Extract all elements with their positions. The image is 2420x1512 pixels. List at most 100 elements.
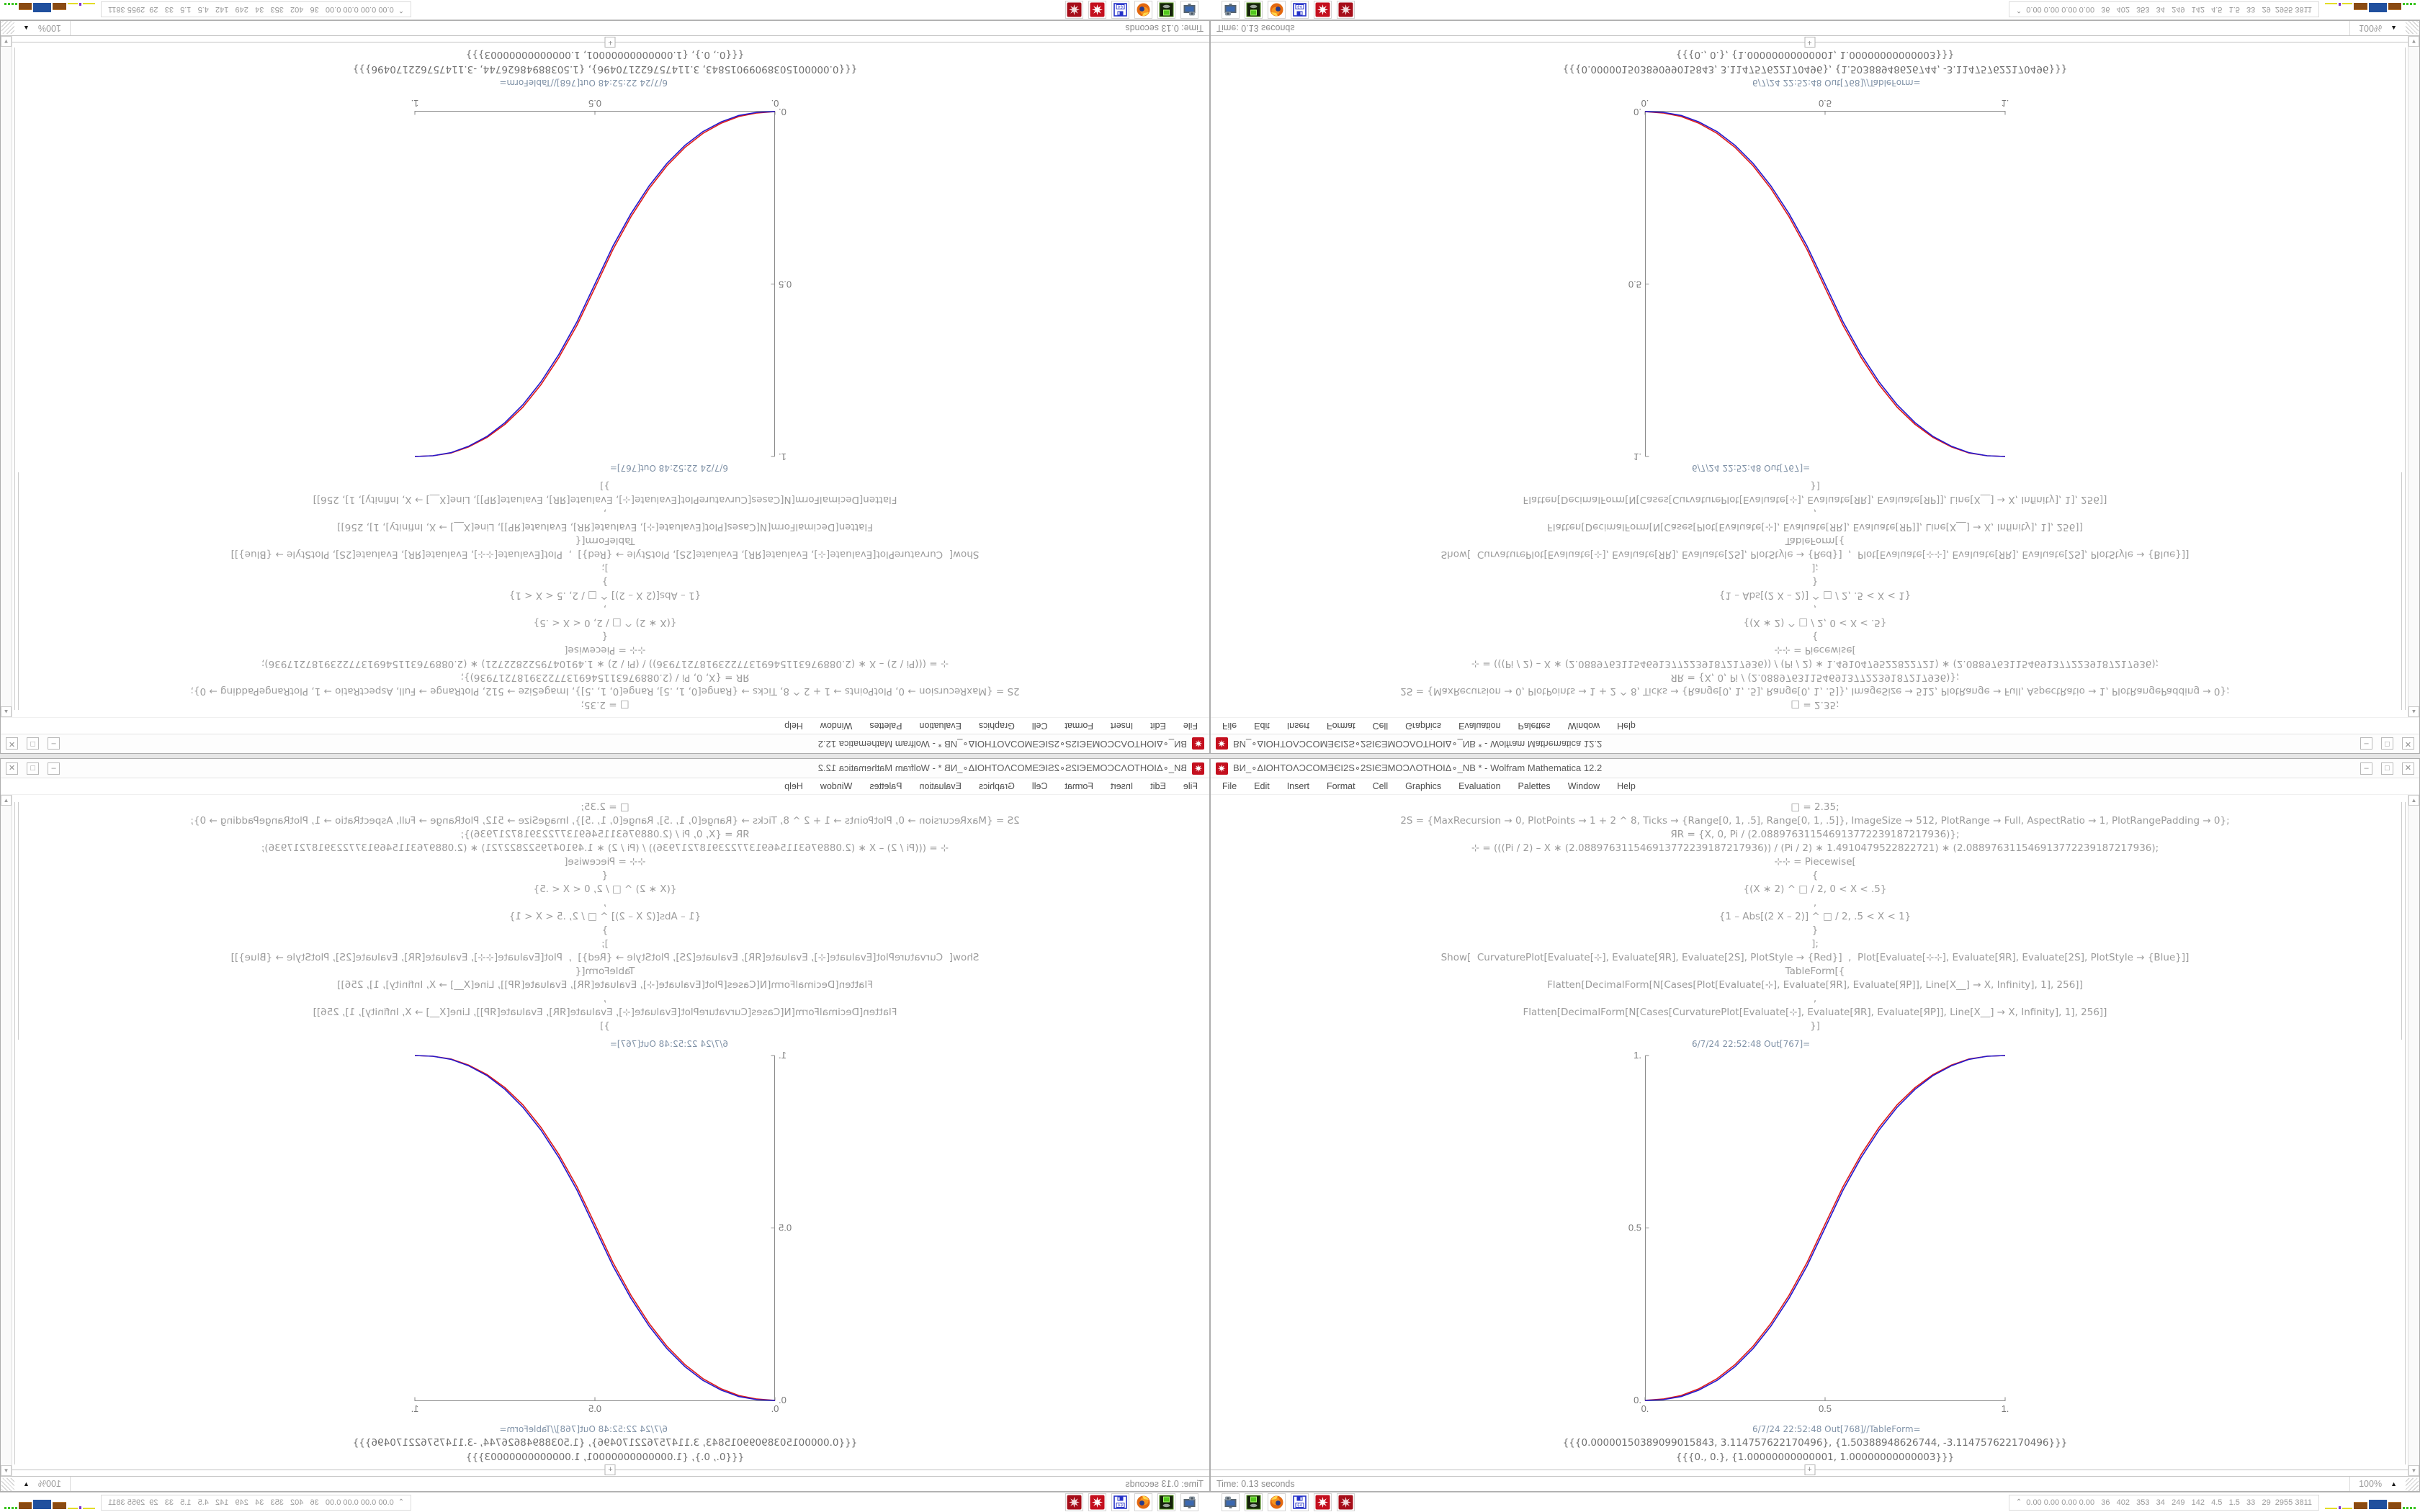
menu-item-edit[interactable]: Edit [1150,721,1166,731]
drive-icon[interactable] [1245,1,1263,19]
notebook-content[interactable]: □ = 2.35; 2S = {MaxRecursion → 0, PlotPoi… [1,36,1209,717]
menu-item-help[interactable]: Help [1617,781,1636,791]
code-line[interactable]: ЯR = {X, 0, Pi / (2.08897631154691377223… [460,672,750,683]
close-button[interactable]: ✕ [2402,737,2414,750]
menu-item-evaluation[interactable]: Evaluation [1458,721,1501,731]
mathematica-icon-2[interactable] [1337,1493,1355,1511]
menu-item-format[interactable]: Format [1065,781,1094,791]
minimize-button[interactable]: – [48,762,60,775]
code-line[interactable]: Show[ CurvaturePlot[Evaluate[⊹], Evaluat… [1440,952,2190,963]
menu-item-graphics[interactable]: Graphics [978,781,1015,791]
code-line[interactable]: { [601,631,609,642]
magnification-triangle-icon[interactable]: ▲ [23,1480,30,1488]
code-line[interactable]: , [1813,993,1817,1004]
code-line[interactable]: □ = 2.35; [581,801,629,813]
code-line[interactable]: □ = 2.35; [1791,801,1839,813]
maximize-button[interactable]: □ [27,737,39,750]
menu-item-window[interactable]: Window [820,781,853,791]
input-cell-code[interactable]: □ = 2.35; 2S = {MaxRecursion → 0, PlotPoi… [1,479,1209,717]
code-line[interactable]: □ = 2.35; [581,699,629,711]
menu-item-cell[interactable]: Cell [1031,781,1048,791]
magnification-triangle-icon[interactable]: ▲ [2390,24,2397,32]
code-line[interactable]: { [1811,870,1819,881]
code-line[interactable]: ]; [601,562,609,574]
menu-item-palettes[interactable]: Palettes [869,721,902,731]
close-button[interactable]: ✕ [2402,762,2414,775]
code-line[interactable]: } [601,924,609,936]
vertical-scrollbar[interactable]: ▲ ▼ [2408,36,2419,717]
magnification-triangle-icon[interactable]: ▲ [23,24,30,32]
cell-bracket-outer[interactable] [2405,802,2406,1464]
zoom-level[interactable]: 100% [2359,1479,2383,1489]
scroll-up-icon[interactable]: ▲ [1,706,12,717]
cell-bracket-inner[interactable] [2401,472,2402,710]
code-line[interactable]: Flatten[DecimalForm[N[Cases[CurvaturePlo… [313,494,897,505]
mathematica-icon[interactable] [1314,1493,1332,1511]
menu-item-file[interactable]: File [1183,781,1198,791]
scroll-down-icon[interactable]: ▼ [2408,36,2419,47]
minimize-button[interactable]: – [48,737,60,750]
code-line[interactable]: }] [600,480,610,492]
code-line[interactable]: Flatten[DecimalForm[N[Cases[CurvaturePlo… [1523,1007,2107,1018]
code-line[interactable]: ⊹ = (((Pi / 2) – X ∗ (2.0889763115469137… [1471,842,2159,854]
insert-cell-plus-icon[interactable]: + [1804,37,1815,48]
code-line[interactable]: } [1811,576,1819,588]
code-line[interactable]: } [1811,924,1819,936]
maximize-button[interactable]: □ [2381,737,2393,750]
menu-item-edit[interactable]: Edit [1254,781,1270,791]
code-line[interactable]: Flatten[DecimalForm[N[Cases[Plot[Evaluat… [1547,979,2083,991]
menu-item-insert[interactable]: Insert [1111,721,1134,731]
code-line[interactable]: ЯR = {X, 0, Pi / (2.08897631154691377223… [1670,829,1960,840]
code-line[interactable]: 2S = {MaxRecursion → 0, PlotPoints → 1 +… [1400,685,2230,697]
maximize-button[interactable]: □ [27,762,39,775]
notebook-content[interactable]: □ = 2.35; 2S = {MaxRecursion → 0, PlotPoi… [1,795,1209,1476]
menu-item-help[interactable]: Help [784,721,803,731]
menu-item-cell[interactable]: Cell [1372,721,1389,731]
minimize-button[interactable]: – [2360,762,2372,775]
scroll-down-icon[interactable]: ▼ [1,1465,12,1476]
menu-item-file[interactable]: File [1183,721,1198,731]
scroll-down-icon[interactable]: ▼ [2408,1465,2419,1476]
menu-item-edit[interactable]: Edit [1254,721,1270,731]
insert-cell-plus-icon[interactable]: + [605,1464,616,1475]
menu-item-format[interactable]: Format [1326,721,1355,731]
floppy-64-icon[interactable]: 64 [1291,1,1309,19]
code-line[interactable]: Flatten[DecimalForm[N[Cases[CurvaturePlo… [1523,494,2107,505]
code-line[interactable]: }] [1810,1020,1820,1032]
menu-item-format[interactable]: Format [1326,781,1355,791]
insert-cell-plus-icon[interactable]: + [605,37,616,48]
code-line[interactable]: {1 – Abs[(2 X – 2)] ^ □ / 2, .5 < X < 1} [508,590,702,601]
code-line[interactable]: { [601,870,609,881]
display-icon[interactable] [1180,1493,1198,1511]
input-cell-code[interactable]: □ = 2.35; 2S = {MaxRecursion → 0, PlotPoi… [1211,479,2419,717]
menu-item-evaluation[interactable]: Evaluation [1458,781,1501,791]
window-titlebar[interactable]: ВИ_∘ΔIOHTOΛƆCOMƎЄI2S∘2SIЄƎMOƆΛOTHOIΔ∘_NB… [1,759,1209,778]
code-line[interactable]: ⊹ = (((Pi / 2) – X ∗ (2.0889763115469137… [261,842,949,854]
code-line[interactable]: } [601,576,609,588]
code-line[interactable]: Flatten[DecimalForm[N[Cases[Plot[Evaluat… [337,979,873,991]
cell-bracket-outer[interactable] [14,48,15,710]
magnification-triangle-icon[interactable]: ▲ [2390,1480,2397,1488]
code-line[interactable]: □ = 2.35; [1791,699,1839,711]
input-cell-code[interactable]: □ = 2.35; 2S = {MaxRecursion → 0, PlotPoi… [1,795,1209,1033]
menu-item-cell[interactable]: Cell [1031,721,1048,731]
code-line[interactable]: TableForm[{ [575,535,635,546]
maximize-button[interactable]: □ [2381,762,2393,775]
notebook-content[interactable]: □ = 2.35; 2S = {MaxRecursion → 0, PlotPoi… [1211,36,2419,717]
code-line[interactable]: }] [600,1020,610,1032]
menu-item-palettes[interactable]: Palettes [1518,781,1551,791]
mathematica-icon[interactable] [1088,1493,1106,1511]
cell-bracket-outer[interactable] [2405,48,2406,710]
code-line[interactable]: 2S = {MaxRecursion → 0, PlotPoints → 1 +… [190,685,1020,697]
window-titlebar[interactable]: ВИ_∘ΔIOHTOΛƆCOMƎЄI2S∘2SIЄƎMOƆΛOTHOIΔ∘_NB… [1211,734,2419,753]
code-line[interactable]: Show[ CurvaturePlot[Evaluate[⊹], Evaluat… [230,549,980,560]
menu-item-file[interactable]: File [1222,781,1237,791]
scroll-up-icon[interactable]: ▲ [2408,795,2419,806]
code-line[interactable]: Flatten[DecimalForm[N[Cases[CurvaturePlo… [313,1007,897,1018]
floppy-64-icon[interactable]: 64 [1111,1493,1129,1511]
display-icon[interactable] [1180,1,1198,19]
scroll-up-icon[interactable]: ▲ [1,795,12,806]
resize-grip[interactable] [1,1477,14,1491]
taskbar-top-mirrored[interactable]: 64 ⌃ 0.00 0.00 0.00 0.00 36 402 353 34 2… [0,0,2420,20]
code-line[interactable]: , [603,897,607,909]
